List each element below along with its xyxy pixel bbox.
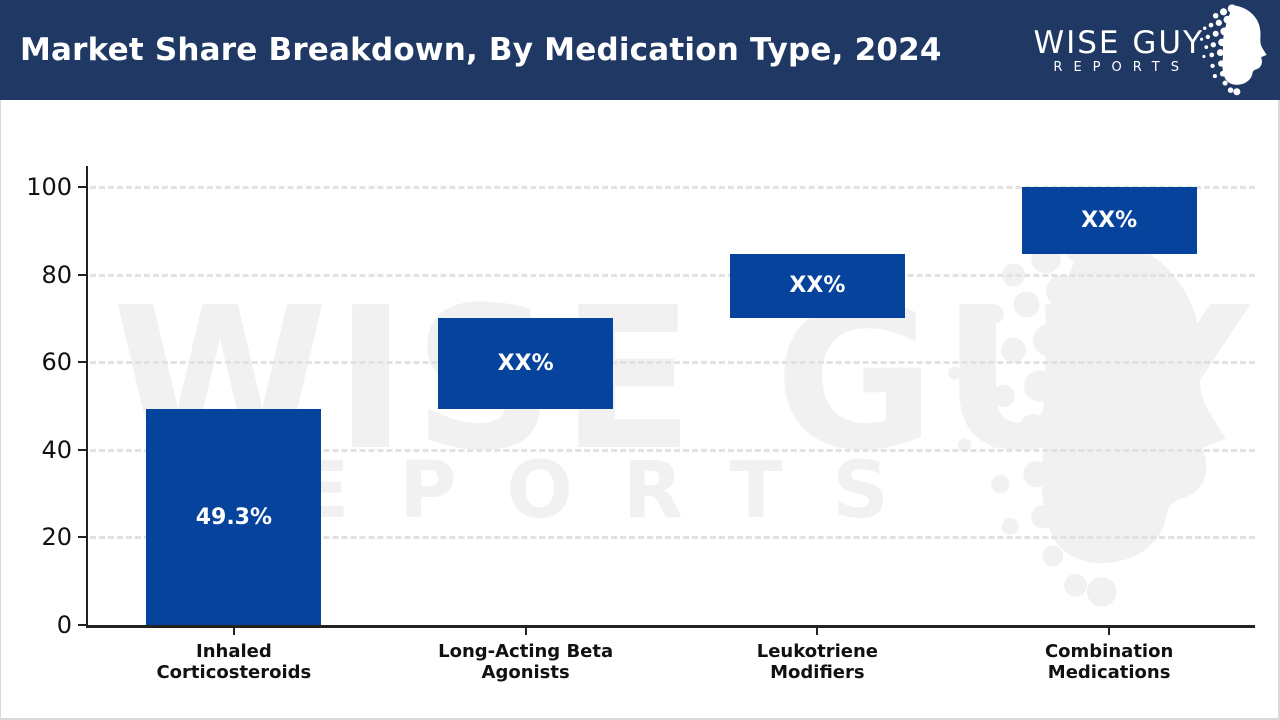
gridline — [90, 361, 1255, 365]
gridline — [90, 273, 1255, 277]
x-tick — [1108, 628, 1111, 635]
bar-value-label: 49.3% — [195, 504, 273, 530]
y-tick — [78, 273, 88, 276]
bar: XX% — [438, 317, 614, 410]
gridline — [90, 448, 1255, 452]
y-tick — [78, 361, 88, 364]
gridline — [90, 186, 1255, 189]
x-tick — [232, 628, 235, 635]
x-axis-label: Long-Acting Beta Agonists — [438, 641, 614, 683]
y-tick — [78, 624, 88, 626]
y-axis-line — [86, 166, 88, 627]
y-tick-label: 0 — [56, 611, 72, 639]
y-tick-label: 100 — [26, 173, 72, 201]
gridline — [90, 536, 1255, 540]
x-tick — [816, 628, 819, 635]
logo-text: WISE GUY REPORTS — [1033, 26, 1204, 76]
y-tick-label: 40 — [41, 435, 72, 464]
bar-value-label: XX% — [497, 350, 554, 376]
x-axis-label: Leukotriene Modifiers — [756, 641, 878, 683]
x-axis-label: Inhaled Corticosteroids — [156, 641, 312, 683]
y-tick-label: 60 — [41, 348, 72, 377]
bar: XX% — [729, 254, 905, 318]
logo-subtext: REPORTS — [1053, 60, 1191, 75]
bar-value-label: XX% — [789, 273, 846, 299]
y-tick — [78, 186, 88, 188]
bar: 49.3% — [146, 409, 322, 625]
x-axis-line — [86, 625, 1255, 628]
y-tick — [78, 536, 88, 539]
x-tick — [524, 628, 527, 635]
y-tick-label: 20 — [41, 523, 72, 552]
y-tick — [78, 448, 88, 451]
logo-head-icon — [1200, 4, 1267, 96]
bar-value-label: XX% — [1081, 208, 1138, 234]
watermark-head-icon — [948, 227, 1226, 607]
x-axis-label: Combination Medications — [1044, 641, 1174, 683]
logo-name: WISE GUY — [1033, 25, 1204, 61]
bar: XX% — [1021, 187, 1197, 255]
y-tick-label: 80 — [41, 260, 72, 289]
page-title: Market Share Breakdown, By Medication Ty… — [20, 32, 942, 68]
header: Market Share Breakdown, By Medication Ty… — [0, 0, 1280, 100]
wiseguy-logo: WISE GUY REPORTS — [1033, 4, 1270, 98]
